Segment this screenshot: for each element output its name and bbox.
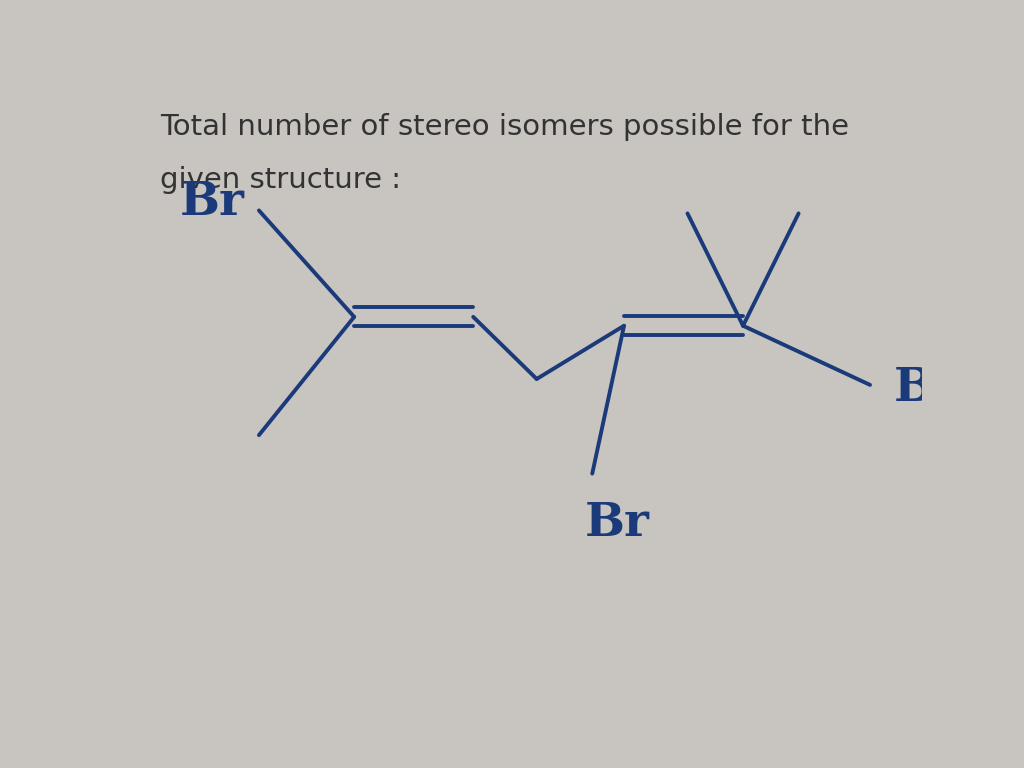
Text: Br: Br bbox=[585, 500, 649, 546]
Text: given structure :: given structure : bbox=[160, 166, 400, 194]
Text: Br: Br bbox=[894, 365, 958, 411]
Text: Total number of stereo isomers possible for the: Total number of stereo isomers possible … bbox=[160, 113, 849, 141]
Text: Br: Br bbox=[179, 179, 245, 224]
